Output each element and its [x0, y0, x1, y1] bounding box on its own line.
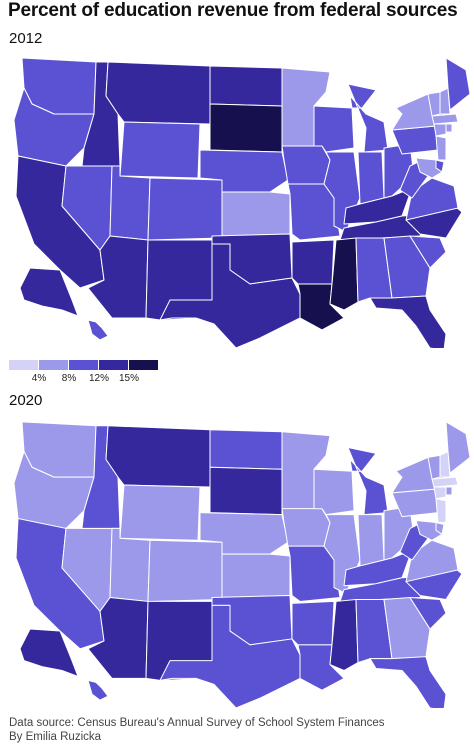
state-ut — [109, 165, 151, 241]
legend-swatch — [69, 360, 98, 370]
state-mt — [105, 425, 211, 488]
state-sd — [209, 103, 283, 153]
legend-ticks: 4% 8% 12% 15% — [9, 370, 159, 384]
state-mi — [347, 447, 389, 516]
state-ia — [281, 145, 331, 185]
map-year-label-2020: 2020 — [9, 392, 43, 409]
state-mi — [347, 83, 389, 153]
state-ak — [19, 267, 79, 317]
state-nj — [435, 135, 447, 161]
state-wi — [313, 105, 355, 153]
state-wy — [119, 121, 201, 179]
legend-color-bar — [9, 360, 159, 370]
state-ga — [383, 235, 431, 299]
legend-tick: 4% — [31, 373, 47, 384]
legend-tick: 15% — [118, 373, 140, 384]
state-in — [357, 151, 385, 205]
state-wy — [119, 484, 201, 541]
state-ak — [19, 628, 79, 677]
state-co — [147, 177, 223, 241]
state-ri — [445, 123, 453, 133]
state-fl — [369, 295, 447, 348]
state-sc — [409, 235, 447, 269]
state-ar — [291, 239, 335, 285]
chart-title: Percent of education revenue from federa… — [8, 0, 458, 21]
state-nd — [209, 429, 283, 470]
color-legend: 4% 8% 12% 15% — [9, 360, 159, 386]
state-nd — [209, 65, 283, 107]
state-nj — [435, 498, 447, 523]
author-byline: By Emilia Ruzicka — [9, 731, 102, 743]
state-ar — [291, 600, 335, 646]
state-mt — [105, 61, 211, 125]
state-tx — [159, 243, 301, 348]
legend-swatch — [99, 360, 128, 370]
state-fl — [369, 656, 447, 708]
state-me — [445, 421, 471, 474]
footer: Data source: Census Bureau's Annual Surv… — [9, 716, 385, 744]
state-wi — [313, 468, 355, 516]
state-ma — [431, 476, 459, 488]
map-year-label-2012: 2012 — [9, 30, 43, 47]
state-ks — [221, 191, 291, 237]
us-choropleth-map-2020 — [13, 421, 471, 708]
state-md — [415, 157, 443, 179]
legend-swatch — [9, 360, 38, 370]
legend-swatch — [39, 360, 68, 370]
state-in — [357, 514, 385, 567]
state-ga — [383, 597, 431, 660]
state-ia — [281, 508, 331, 547]
legend-tick: 12% — [88, 373, 110, 384]
state-ct — [433, 123, 447, 137]
state-ks — [221, 553, 291, 598]
state-sd — [209, 466, 283, 516]
state-co — [147, 539, 223, 602]
legend-tick: 8% — [61, 373, 77, 384]
state-sc — [409, 597, 447, 630]
state-ma — [431, 113, 459, 125]
state-ct — [433, 486, 447, 500]
state-hi — [87, 319, 109, 341]
state-md — [415, 520, 443, 541]
state-ut — [109, 527, 151, 602]
state-ri — [445, 486, 453, 496]
legend-swatch — [129, 360, 158, 370]
us-choropleth-map-2012 — [13, 57, 471, 348]
state-me — [445, 57, 471, 111]
state-hi — [87, 679, 109, 701]
state-ms — [329, 237, 359, 311]
state-tx — [159, 604, 301, 708]
state-ms — [329, 598, 359, 671]
data-source-note: Data source: Census Bureau's Annual Surv… — [9, 717, 385, 729]
